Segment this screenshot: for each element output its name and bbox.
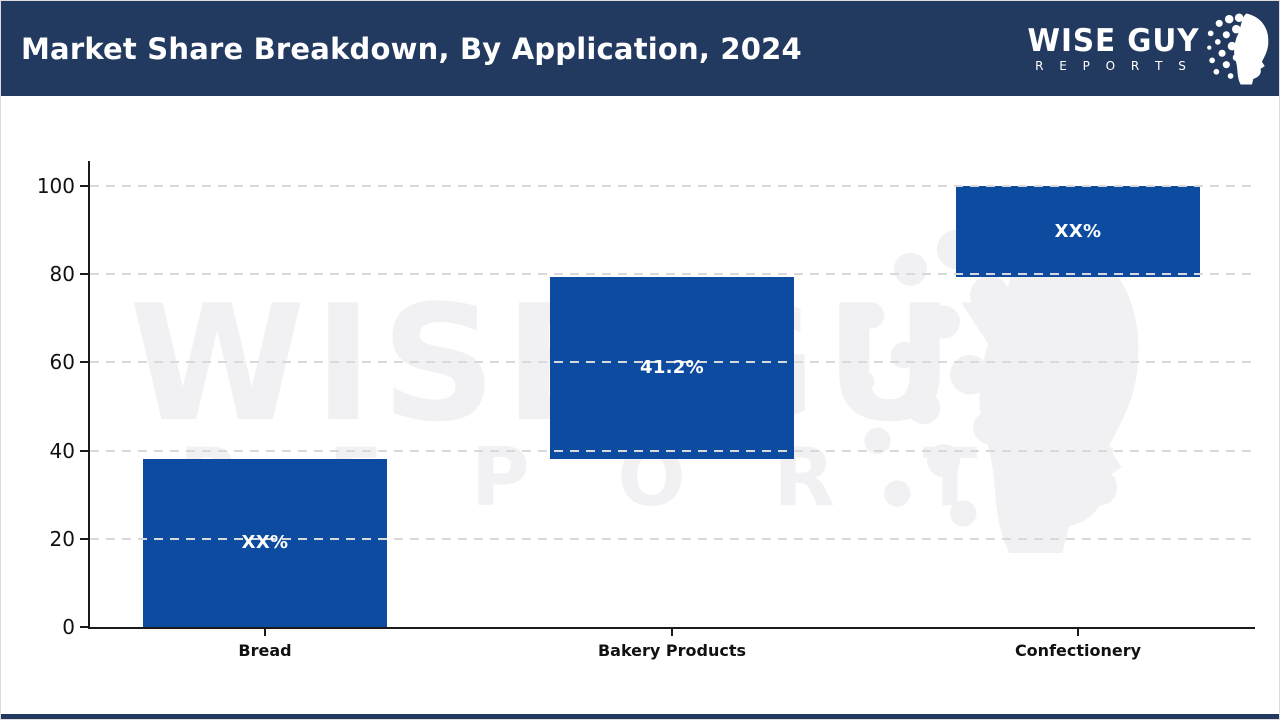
y-tick-label: 100: [36, 174, 75, 198]
y-tick-label: 60: [49, 350, 75, 375]
dotted-face-profile-icon: [1207, 12, 1269, 85]
page-title: Market Share Breakdown, By Application, …: [21, 31, 802, 66]
y-tick-mark: [80, 626, 88, 628]
y-tick-mark: [80, 449, 88, 452]
bar-value-label: XX%: [241, 531, 289, 553]
x-tick-mark: [264, 629, 266, 636]
footer-bar: [1, 714, 1279, 719]
x-axis-label: Bakery Products: [597, 641, 747, 660]
bar-value-label: 41.2%: [640, 357, 704, 379]
x-axis-label: Bread: [238, 641, 292, 660]
bar-value-label: XX%: [1054, 220, 1102, 242]
y-tick-label: 80: [49, 262, 75, 287]
gridline-100: [90, 185, 1254, 187]
gridline-20: [90, 537, 1254, 540]
header: Market Share Breakdown, By Application, …: [1, 1, 1279, 96]
logo-text: WISE GUY R E P O R T S: [1023, 24, 1204, 73]
x-axis-line: [88, 627, 1255, 629]
logo-brand-name: WISE GUY: [1027, 23, 1200, 59]
y-axis-line: [88, 161, 90, 629]
x-axis-label: Confectionery: [1014, 641, 1142, 660]
gridline-40: [90, 449, 1254, 452]
gridline-80: [90, 273, 1254, 276]
y-tick-label: 0: [62, 615, 75, 639]
x-tick-mark: [1077, 629, 1079, 636]
logo-brand-sub: R E P O R T S: [1035, 59, 1192, 73]
y-tick-mark: [80, 361, 88, 364]
y-tick-label: 20: [49, 526, 75, 551]
bar-bakery-products: [550, 277, 794, 459]
wise-guy-reports-logo: WISE GUY R E P O R T S: [1023, 7, 1269, 90]
y-tick-mark: [80, 273, 88, 276]
bar-bread: [143, 458, 387, 627]
y-tick-mark: [80, 537, 88, 540]
y-tick-mark: [80, 185, 88, 187]
x-tick-mark: [671, 629, 673, 636]
y-tick-label: 40: [49, 438, 75, 463]
gridline-60: [90, 361, 1254, 364]
